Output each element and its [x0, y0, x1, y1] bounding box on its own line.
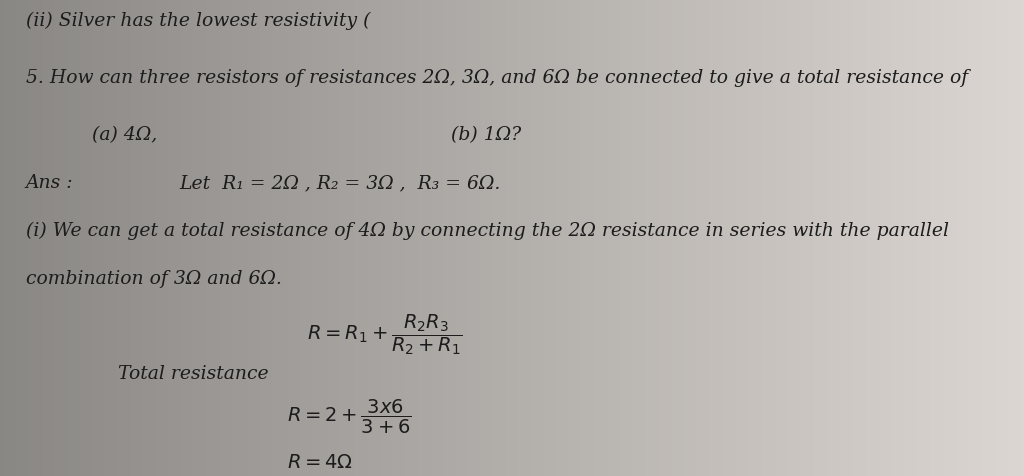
Text: $R = R_1 + \dfrac{R_2 R_3}{R_2 + R_1}$: $R = R_1 + \dfrac{R_2 R_3}{R_2 + R_1}$	[307, 312, 463, 357]
Text: 5. How can three resistors of resistances 2Ω, 3Ω, and 6Ω be connected to give a : 5. How can three resistors of resistance…	[26, 69, 968, 87]
Text: $R = 2 + \dfrac{3\mathit{x}6}{3+6}$: $R = 2 + \dfrac{3\mathit{x}6}{3+6}$	[287, 397, 412, 436]
Text: combination of 3Ω and 6Ω.: combination of 3Ω and 6Ω.	[26, 269, 282, 287]
Text: $R = 4\Omega$: $R = 4\Omega$	[287, 453, 352, 471]
Text: Let  R₁ = 2Ω , R₂ = 3Ω ,  R₃ = 6Ω.: Let R₁ = 2Ω , R₂ = 3Ω , R₃ = 6Ω.	[179, 174, 501, 192]
Text: (a) 4Ω,: (a) 4Ω,	[92, 126, 158, 144]
Text: (ii) Silver has the lowest resistivity (: (ii) Silver has the lowest resistivity (	[26, 12, 370, 30]
Text: Ans :: Ans :	[26, 174, 74, 192]
Text: (b) 1Ω?: (b) 1Ω?	[451, 126, 520, 144]
Text: Total resistance: Total resistance	[118, 364, 268, 382]
Text: (i) We can get a total resistance of 4Ω by connecting the 2Ω resistance in serie: (i) We can get a total resistance of 4Ω …	[26, 221, 948, 239]
